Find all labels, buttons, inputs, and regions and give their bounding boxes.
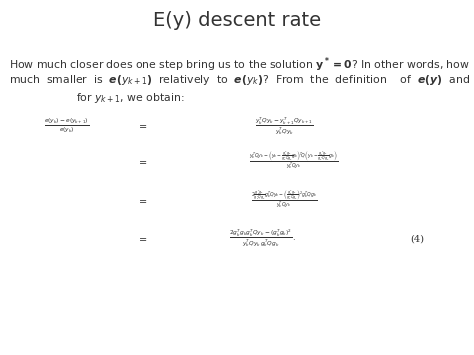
Text: $\frac{y_k^T Qy_k - \left(y_k - \frac{g_k^Tg_k}{g_k^TQg_k}g_k\right)^{\!T}\!Q\le: $\frac{y_k^T Qy_k - \left(y_k - \frac{g_…: [249, 150, 338, 171]
Text: $\frac{2\frac{g_k^Tg_k}{g_k^TQg_k}g_k^TQy_k - \left(\frac{g_k^Tg_k}{g_k^TQg_k}\r: $\frac{2\frac{g_k^Tg_k}{g_k^TQg_k}g_k^TQ…: [251, 189, 318, 210]
Text: (4): (4): [410, 234, 424, 243]
Text: How much closer does one step bring us to the solution $\mathbf{y^* = 0}$? In ot: How much closer does one step bring us t…: [9, 55, 470, 73]
Text: for $\boldsymbol{y_{k+1}}$, we obtain:: for $\boldsymbol{y_{k+1}}$, we obtain:: [76, 91, 184, 104]
Text: $\frac{2g_k^Tg_kg_k^TQy_k - (g_k^Tg_k)^2}{y_k^TQy_k\, g_k^TQg_k}\,.$: $\frac{2g_k^Tg_kg_k^TQy_k - (g_k^Tg_k)^2…: [229, 228, 297, 250]
Text: $=$: $=$: [137, 196, 148, 205]
Text: E(y) descent rate: E(y) descent rate: [153, 11, 321, 30]
Text: $\frac{y_k^T Qy_k - y_{k+1}^T Qy_{k+1}}{y_k^T Qy_k}$: $\frac{y_k^T Qy_k - y_{k+1}^T Qy_{k+1}}{…: [255, 115, 314, 137]
Text: $\frac{e(y_k)-e(y_{k+1})}{e(y_k)}$: $\frac{e(y_k)-e(y_{k+1})}{e(y_k)}$: [44, 117, 89, 135]
Text: $=$: $=$: [137, 157, 148, 166]
Text: $=$: $=$: [137, 234, 148, 243]
Text: $=$: $=$: [137, 121, 148, 131]
Text: much  smaller  is  $\boldsymbol{e(y_{k+1})}$  relatively  to  $\boldsymbol{e(y_k: much smaller is $\boldsymbol{e(y_{k+1})}…: [9, 73, 471, 87]
